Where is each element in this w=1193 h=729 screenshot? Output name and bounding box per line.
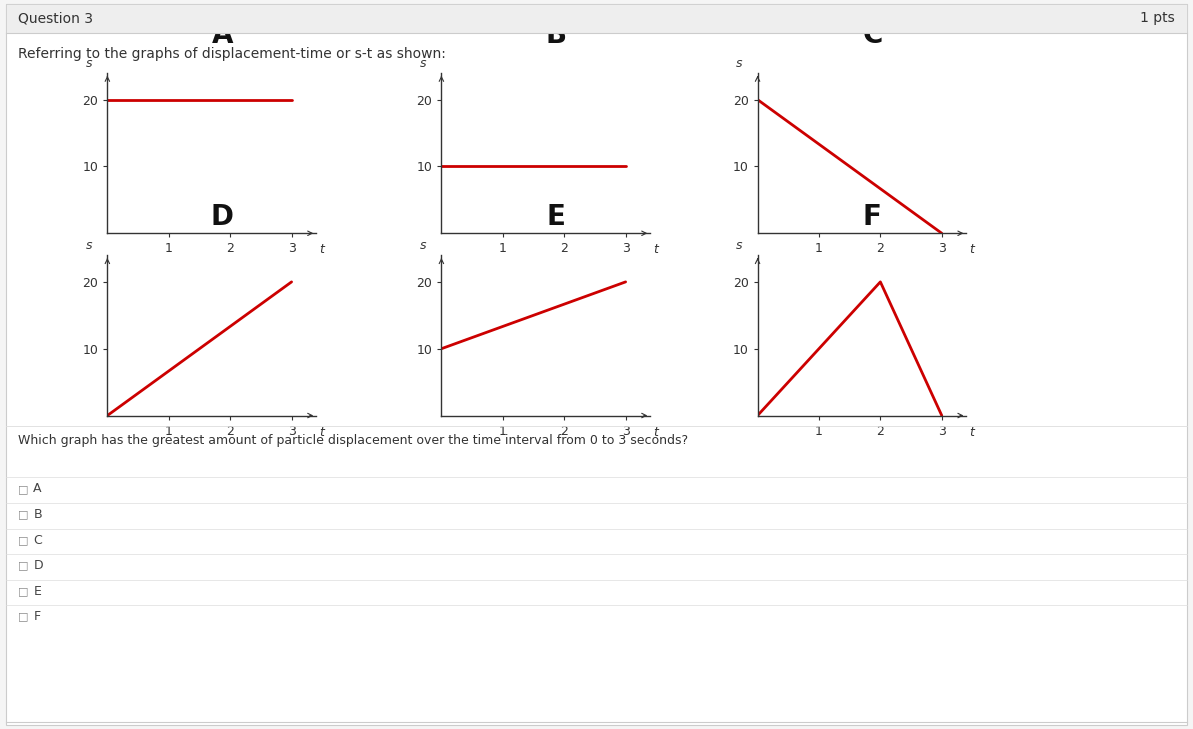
Text: s: s <box>420 57 426 69</box>
Text: Question 3: Question 3 <box>18 11 93 26</box>
Text: s: s <box>86 57 92 69</box>
Text: □: □ <box>18 510 29 520</box>
Text: s: s <box>420 239 426 252</box>
Text: F: F <box>33 610 41 623</box>
Text: B: B <box>545 21 567 49</box>
Text: C: C <box>33 534 42 547</box>
Text: □: □ <box>18 535 29 545</box>
Text: E: E <box>33 585 42 598</box>
Text: D: D <box>33 559 43 572</box>
Text: C: C <box>863 21 883 49</box>
Text: s: s <box>736 57 742 69</box>
Text: t: t <box>654 426 659 439</box>
Text: □: □ <box>18 612 29 622</box>
Text: Which graph has the greatest amount of particle displacement over the time inter: Which graph has the greatest amount of p… <box>18 434 688 447</box>
Text: A: A <box>33 483 42 496</box>
Text: □: □ <box>18 586 29 596</box>
Text: F: F <box>863 203 882 231</box>
Text: s: s <box>86 239 92 252</box>
Text: □: □ <box>18 561 29 571</box>
Text: t: t <box>320 426 324 439</box>
Text: A: A <box>211 21 233 49</box>
Text: t: t <box>654 243 659 257</box>
Text: 1 pts: 1 pts <box>1141 11 1175 26</box>
Text: s: s <box>736 239 742 252</box>
Text: Referring to the graphs of displacement-time or s-t as shown:: Referring to the graphs of displacement-… <box>18 47 446 61</box>
Text: E: E <box>546 203 565 231</box>
Text: B: B <box>33 508 42 521</box>
Text: t: t <box>320 243 324 257</box>
Text: D: D <box>211 203 234 231</box>
Text: t: t <box>970 426 975 439</box>
Text: □: □ <box>18 484 29 494</box>
Text: t: t <box>970 243 975 257</box>
